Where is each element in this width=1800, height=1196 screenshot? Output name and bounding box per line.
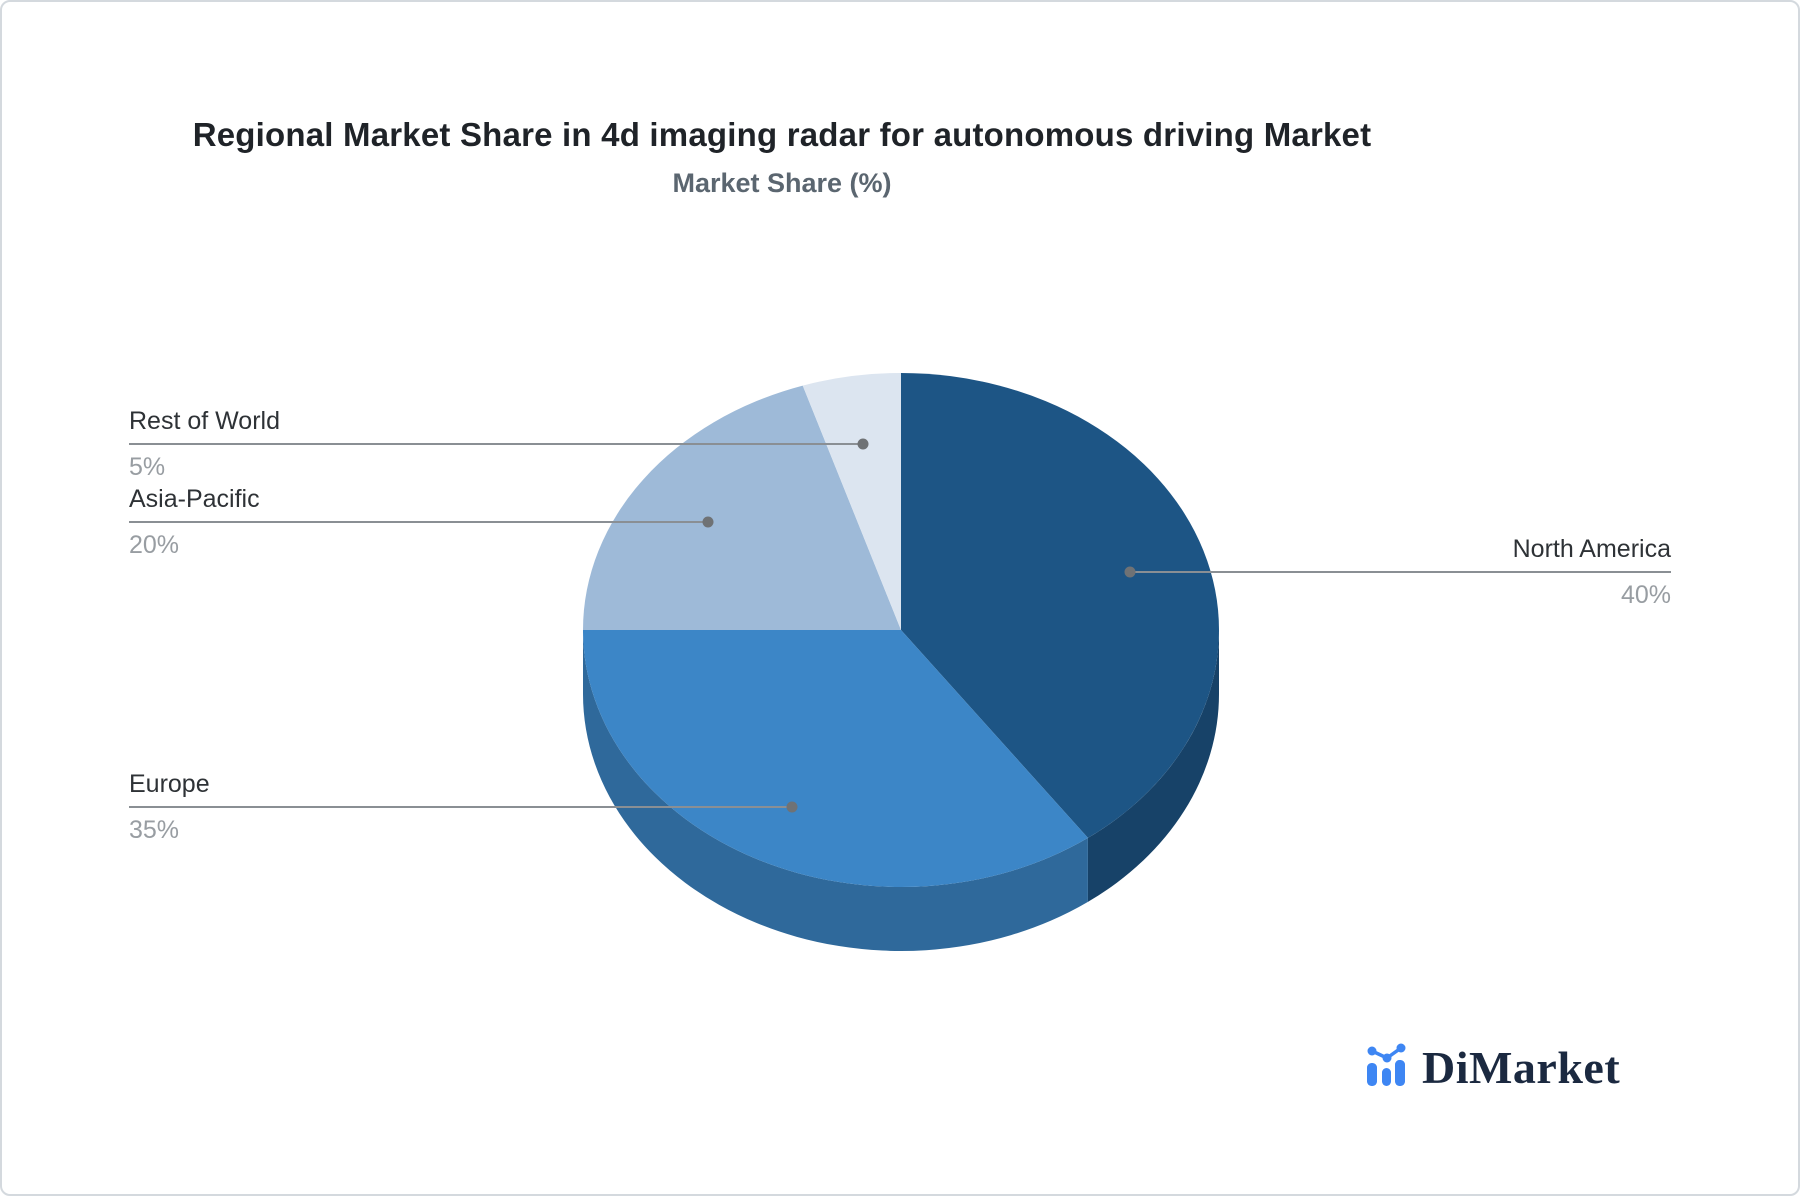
pie-slice-europe[interactable] [583,630,1088,887]
callout-dot-asia-pacific [702,516,714,528]
bar-line-chart-logo-icon [1367,1043,1406,1086]
chart-subtitle: Market Share (%) [672,168,892,198]
callout-value-north-america: 40% [1620,581,1671,609]
chart-title: Regional Market Share in 4d imaging rada… [192,116,1372,153]
pie-slice-depth-europe [583,630,1088,951]
pie-slice-north-america[interactable] [901,373,1219,838]
pie-slice-asia-pacific[interactable] [583,385,901,630]
callout-label-north-america: North America [1512,535,1671,563]
callout-dot-rest-of-world [857,438,869,450]
callout-label-asia-pacific: Asia-Pacific [129,485,260,513]
callout-value-asia-pacific: 20% [129,531,180,559]
dimarket-logo-text: DiMarket [1422,1042,1621,1093]
callout-value-rest-of-world: 5% [129,453,166,481]
callout-dot-north-america [1124,566,1136,578]
callout-label-europe: Europe [129,770,210,798]
callout-dot-europe [786,801,798,813]
pie-slice-rest-of-world[interactable] [802,373,901,630]
callout-value-europe: 35% [129,816,180,844]
pie-slice-depth-north-america [1087,630,1219,902]
callout-label-rest-of-world: Rest of World [129,407,280,435]
dimarket-logo: DiMarket [1362,1042,1620,1094]
chart-header: Regional Market Share in 4d imaging rada… [0,116,1564,199]
